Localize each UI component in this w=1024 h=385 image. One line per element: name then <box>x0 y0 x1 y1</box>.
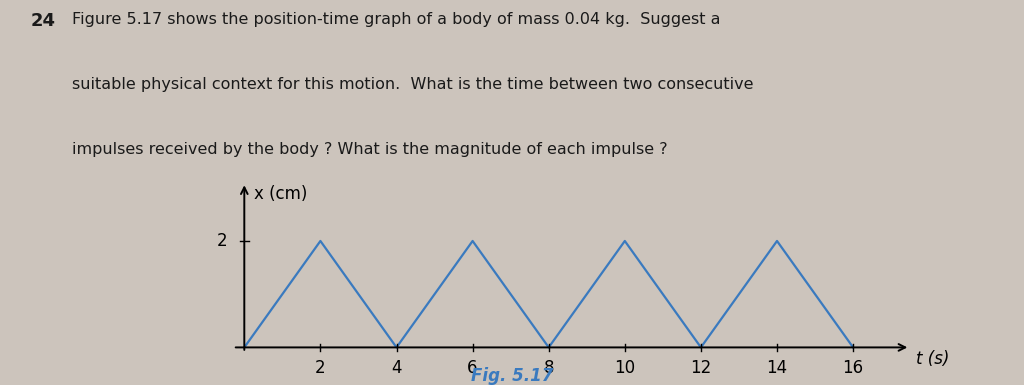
Text: 12: 12 <box>690 359 712 377</box>
Text: Figure 5.17 shows the position-time graph of a body of mass 0.04 kg.  Suggest a: Figure 5.17 shows the position-time grap… <box>72 12 720 27</box>
Text: suitable physical context for this motion.  What is the time between two consecu: suitable physical context for this motio… <box>72 77 754 92</box>
Text: 14: 14 <box>766 359 787 377</box>
Text: 4: 4 <box>391 359 401 377</box>
Text: 2: 2 <box>315 359 326 377</box>
Text: 6: 6 <box>467 359 478 377</box>
Text: 16: 16 <box>843 359 863 377</box>
Text: 10: 10 <box>614 359 635 377</box>
Text: x (cm): x (cm) <box>254 185 307 203</box>
Text: 8: 8 <box>544 359 554 377</box>
Text: impulses received by the body ? What is the magnitude of each impulse ?: impulses received by the body ? What is … <box>72 142 668 157</box>
Text: 2: 2 <box>216 232 227 250</box>
Text: Fig. 5.17: Fig. 5.17 <box>471 367 553 385</box>
Text: 24: 24 <box>31 12 55 30</box>
Text: t (s): t (s) <box>915 350 949 368</box>
